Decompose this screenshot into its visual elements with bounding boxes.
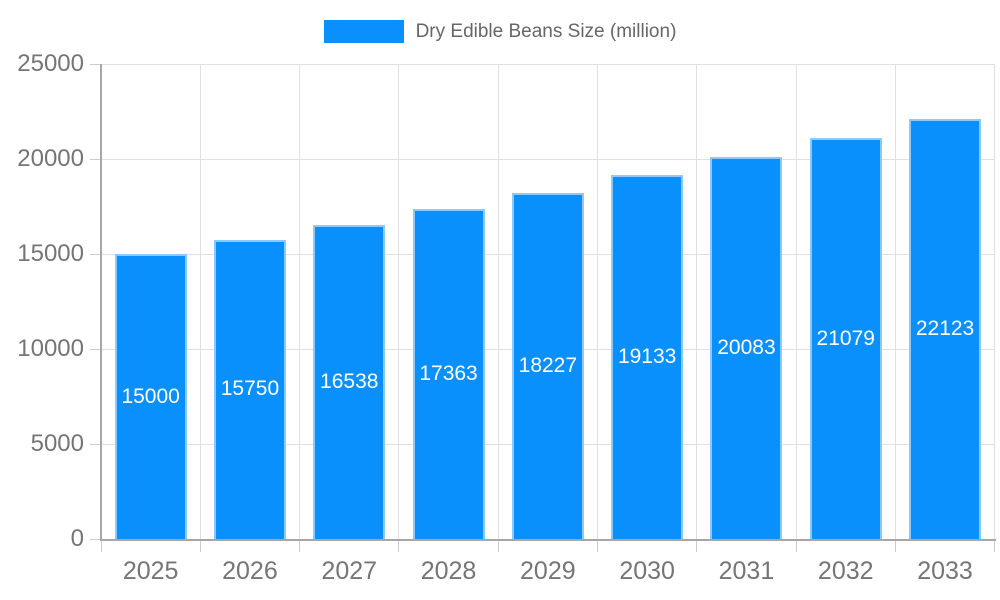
v-gridline [299, 64, 301, 539]
bar-value-label: 16538 [320, 369, 379, 393]
x-tick [398, 541, 400, 552]
x-tick-label: 2030 [619, 557, 675, 585]
v-gridline [199, 64, 201, 539]
x-tick-label: 2025 [122, 557, 179, 585]
legend-swatch [323, 20, 404, 43]
x-tick [696, 541, 698, 552]
y-tick-label: 10000 [17, 335, 84, 362]
x-tick-label: 2026 [222, 557, 278, 585]
x-tick-label: 2028 [420, 557, 477, 585]
bar-value-label: 22123 [915, 316, 975, 340]
bar [511, 192, 584, 539]
x-tick [597, 541, 598, 552]
h-gridline [101, 63, 995, 65]
y-tick-label: 20000 [17, 145, 84, 172]
x-tick-label: 2029 [520, 557, 576, 585]
v-gridline [795, 64, 797, 539]
bar [909, 118, 982, 539]
v-gridline [894, 64, 896, 539]
x-tick [100, 541, 102, 552]
legend-item[interactable]: Dry Edible Beans Size (million) [323, 20, 677, 43]
x-tick [894, 541, 896, 552]
y-tick [90, 348, 100, 350]
bar-value-label: 19133 [617, 345, 677, 369]
v-gridline [597, 64, 598, 539]
bar [710, 157, 783, 539]
x-tick-label: 2027 [321, 557, 378, 585]
x-tick [994, 541, 996, 552]
y-tick [90, 63, 100, 65]
bar-value-label: 21079 [816, 326, 875, 350]
x-tick-label: 2032 [817, 557, 874, 585]
v-gridline [994, 64, 996, 539]
y-tick [90, 253, 100, 255]
v-gridline [696, 64, 698, 539]
bar [412, 209, 485, 539]
bar-value-label: 17363 [419, 362, 478, 386]
y-tick-label: 25000 [17, 50, 84, 77]
h-gridline [101, 158, 995, 160]
x-tick [199, 541, 201, 552]
legend-label: Dry Edible Beans Size (million) [415, 21, 677, 42]
y-tick [90, 538, 100, 540]
bar-value-label: 18227 [518, 353, 578, 377]
v-gridline [398, 64, 400, 539]
x-axis-line [100, 539, 996, 541]
bar [809, 138, 882, 539]
y-tick-label: 5000 [30, 430, 84, 457]
x-tick [497, 541, 499, 552]
bar-value-label: 15000 [121, 384, 180, 408]
y-tick [90, 158, 100, 160]
bar-value-label: 15750 [220, 377, 280, 401]
legend: Dry Edible Beans Size (million) [0, 20, 1000, 43]
y-tick-label: 15000 [17, 240, 84, 267]
bar [313, 224, 386, 539]
bar [611, 175, 684, 539]
x-tick [299, 541, 301, 552]
bar-value-label: 20083 [717, 336, 776, 360]
bar [114, 254, 187, 539]
x-tick-label: 2031 [718, 557, 775, 585]
y-axis-line [100, 64, 102, 541]
bar [213, 239, 286, 539]
x-tick [795, 541, 797, 552]
x-tick-label: 2033 [917, 557, 973, 585]
y-tick [90, 443, 100, 445]
y-tick-label: 0 [70, 525, 84, 552]
v-gridline [497, 64, 499, 539]
